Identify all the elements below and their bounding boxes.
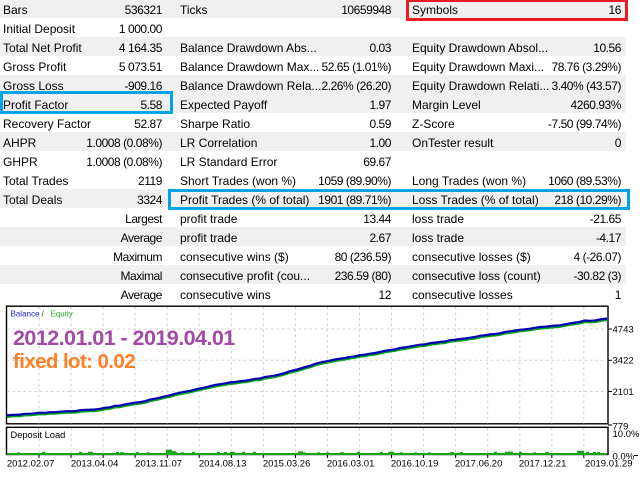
- svg-text:2101: 2101: [613, 387, 634, 398]
- svg-text:Equity: Equity: [51, 310, 73, 319]
- svg-text:2014.08.13: 2014.08.13: [199, 458, 247, 469]
- svg-text:2012.02.07: 2012.02.07: [7, 458, 55, 469]
- svg-text:10.0%: 10.0%: [613, 429, 640, 440]
- svg-text:2013.11.07: 2013.11.07: [135, 458, 182, 469]
- svg-text:2017.12.21: 2017.12.21: [519, 458, 567, 469]
- svg-text:3422: 3422: [613, 356, 634, 367]
- svg-text:Deposit Load: Deposit Load: [11, 430, 66, 440]
- svg-text:4743: 4743: [613, 324, 634, 335]
- svg-text:/: /: [42, 310, 45, 319]
- svg-text:779: 779: [613, 421, 629, 432]
- svg-text:2016.03.01: 2016.03.01: [327, 458, 375, 469]
- svg-text:0.0%: 0.0%: [613, 451, 635, 462]
- svg-text:2016.10.19: 2016.10.19: [391, 458, 439, 469]
- svg-text:2019.01.29: 2019.01.29: [585, 458, 633, 469]
- svg-text:2015.03.26: 2015.03.26: [263, 458, 311, 469]
- svg-text:Balance: Balance: [11, 310, 40, 319]
- svg-text:2013.04.04: 2013.04.04: [71, 458, 119, 469]
- svg-text:2017.06.20: 2017.06.20: [455, 458, 503, 469]
